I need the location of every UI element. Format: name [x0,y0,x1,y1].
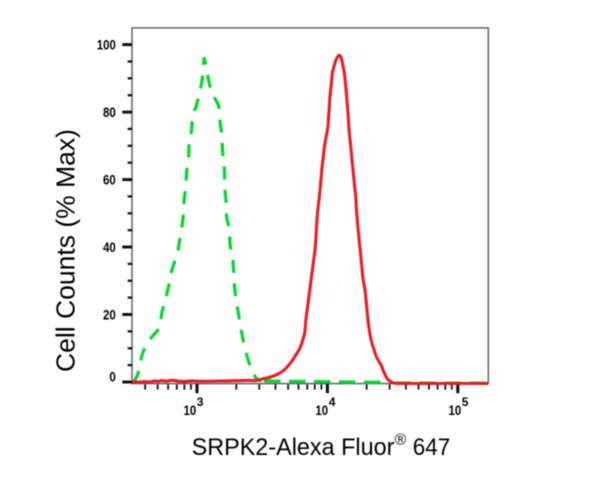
svg-text:5: 5 [462,395,469,409]
svg-text:4: 4 [329,395,336,409]
svg-text:80: 80 [103,104,116,120]
svg-text:20: 20 [103,306,116,322]
svg-text:0: 0 [109,369,116,385]
svg-text:100: 100 [97,36,116,52]
svg-text:40: 40 [103,239,116,255]
svg-text:®: ® [395,431,407,448]
svg-text:647: 647 [413,434,451,461]
svg-text:Cell Counts (% Max): Cell Counts (% Max) [53,129,81,372]
svg-text:SRPK2-Alexa Fluor: SRPK2-Alexa Fluor [192,434,395,461]
svg-text:60: 60 [103,171,116,187]
svg-text:3: 3 [197,395,204,409]
svg-text:10: 10 [449,402,462,418]
svg-text:10: 10 [315,402,328,418]
svg-text:10: 10 [184,402,197,418]
